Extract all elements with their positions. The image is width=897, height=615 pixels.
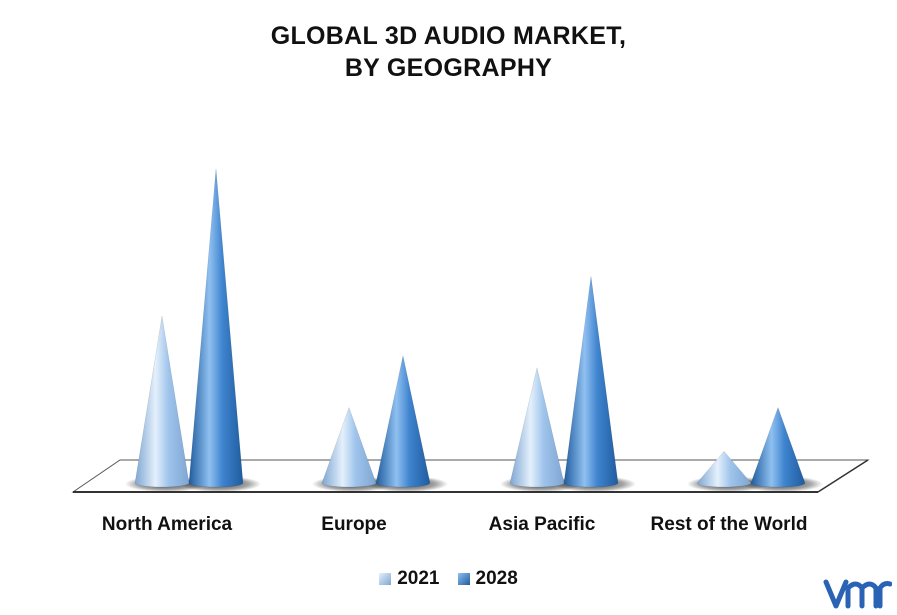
cone-europe-2028: [375, 355, 431, 488]
chart-title-line-1: GLOBAL 3D AUDIO MARKET,: [270, 22, 627, 50]
cone-europe-2021: [321, 406, 377, 488]
legend-swatch-2021: [379, 573, 392, 585]
x-tick-label: Asia Pacific: [489, 514, 596, 535]
cone-marks: [134, 168, 806, 488]
x-tick-label: North America: [102, 514, 233, 535]
x-tick-label: Europe: [321, 514, 386, 535]
chart-floor: [71, 459, 870, 493]
cone-asia-pacific-2028: [563, 276, 619, 488]
cone-rest-of-the-world-2021: [696, 450, 752, 488]
chart-title: GLOBAL 3D AUDIO MARKET, BY GEOGRAPHY: [0, 20, 897, 84]
legend-swatch-2028: [457, 573, 470, 585]
cone-north-america-2028: [188, 168, 244, 488]
legend-item-2028: 2028: [457, 568, 518, 590]
x-tick-label: Rest of the World: [651, 514, 808, 535]
cone-asia-pacific-2021: [509, 367, 565, 488]
legend-label-2028: 2028: [475, 568, 518, 589]
chart-title-line-2: BY GEOGRAPHY: [344, 54, 553, 82]
vmr-logo-icon: [823, 579, 892, 609]
legend-label-2021: 2021: [397, 568, 440, 589]
legend-item-2021: 2021: [379, 568, 440, 590]
x-axis-labels: North America Europe Asia Pacific Rest of t…: [102, 514, 808, 535]
legend: 2021 2028: [0, 568, 897, 590]
cone-rest-of-the-world-2028: [750, 406, 806, 488]
cone-north-america-2021: [134, 316, 190, 488]
